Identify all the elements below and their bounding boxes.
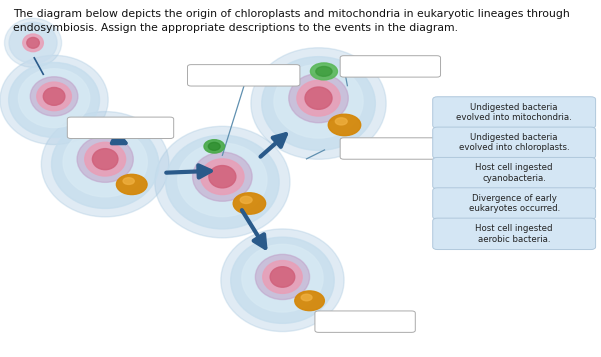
Ellipse shape [263, 261, 302, 293]
Ellipse shape [240, 196, 252, 203]
Ellipse shape [311, 63, 338, 80]
Ellipse shape [85, 142, 126, 176]
Ellipse shape [231, 237, 334, 323]
FancyBboxPatch shape [315, 311, 415, 332]
Ellipse shape [27, 37, 39, 48]
Ellipse shape [5, 18, 62, 67]
Ellipse shape [77, 136, 133, 182]
Ellipse shape [270, 267, 294, 287]
Ellipse shape [316, 66, 332, 76]
Ellipse shape [209, 142, 220, 150]
Ellipse shape [9, 22, 57, 64]
Ellipse shape [289, 74, 349, 123]
Text: Host cell ingested
cyanobacteria.: Host cell ingested cyanobacteria. [475, 164, 553, 183]
Ellipse shape [301, 294, 312, 301]
Text: Undigested bacteria
evolved into mitochondria.: Undigested bacteria evolved into mitocho… [456, 103, 572, 122]
Ellipse shape [295, 291, 325, 311]
Ellipse shape [204, 140, 225, 153]
Ellipse shape [8, 62, 100, 137]
Ellipse shape [221, 229, 344, 332]
FancyBboxPatch shape [340, 138, 441, 159]
Ellipse shape [63, 127, 147, 197]
Ellipse shape [242, 244, 323, 312]
Ellipse shape [255, 255, 310, 300]
Ellipse shape [233, 193, 266, 214]
Ellipse shape [19, 69, 90, 128]
Ellipse shape [0, 55, 108, 145]
Ellipse shape [305, 87, 332, 109]
Ellipse shape [297, 80, 340, 116]
Ellipse shape [328, 114, 361, 136]
Ellipse shape [43, 87, 65, 105]
FancyBboxPatch shape [433, 157, 596, 189]
Ellipse shape [335, 118, 347, 125]
Ellipse shape [23, 34, 43, 52]
Ellipse shape [262, 57, 375, 150]
Text: endosymbiosis. Assign the appropriate descriptions to the events in the diagram.: endosymbiosis. Assign the appropriate de… [13, 23, 458, 33]
FancyBboxPatch shape [433, 97, 596, 128]
Ellipse shape [166, 135, 279, 229]
Ellipse shape [155, 126, 290, 238]
Ellipse shape [209, 166, 236, 188]
FancyBboxPatch shape [340, 56, 441, 77]
FancyBboxPatch shape [433, 188, 596, 219]
Ellipse shape [178, 143, 267, 217]
Ellipse shape [117, 174, 147, 195]
Ellipse shape [30, 77, 78, 116]
Ellipse shape [201, 159, 244, 195]
Text: Undigested bacteria
evolved into chloroplasts.: Undigested bacteria evolved into chlorop… [459, 133, 570, 152]
FancyBboxPatch shape [433, 127, 596, 159]
Ellipse shape [52, 120, 159, 208]
Ellipse shape [37, 82, 72, 111]
Ellipse shape [41, 111, 169, 217]
Text: Host cell ingested
aerobic bacteria.: Host cell ingested aerobic bacteria. [475, 224, 553, 243]
Ellipse shape [123, 178, 134, 185]
Ellipse shape [192, 152, 252, 201]
Ellipse shape [93, 149, 118, 170]
Text: The diagram below depicts the origin of chloroplasts and mitochondria in eukaryo: The diagram below depicts the origin of … [13, 9, 570, 19]
FancyBboxPatch shape [188, 65, 300, 86]
FancyBboxPatch shape [433, 218, 596, 250]
Ellipse shape [251, 48, 386, 159]
Text: Divergence of early
eukaryotes occurred.: Divergence of early eukaryotes occurred. [469, 194, 560, 213]
Ellipse shape [274, 65, 363, 138]
FancyBboxPatch shape [67, 117, 174, 139]
